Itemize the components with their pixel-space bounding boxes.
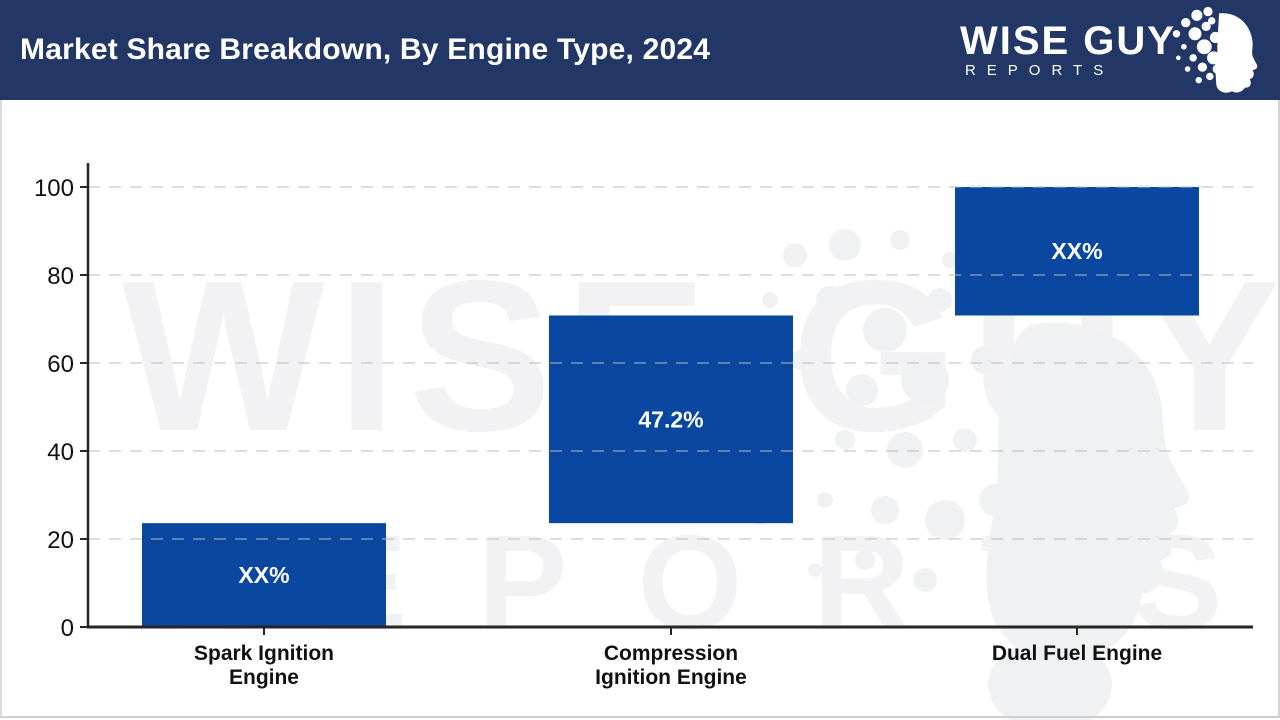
bar-segment xyxy=(142,523,386,627)
category-label: Dual Fuel Engine xyxy=(992,642,1162,665)
y-tick-label: 40 xyxy=(47,439,74,466)
logo-wordmark: WISE GUY xyxy=(959,19,1176,63)
bar-value-label: XX% xyxy=(238,562,289,588)
header-bar: Market Share Breakdown, By Engine Type, … xyxy=(0,0,1280,100)
y-tick-label: 80 xyxy=(47,263,74,290)
y-tick-label: 0 xyxy=(61,615,74,642)
wiseguy-face-icon xyxy=(1172,6,1258,93)
category-label: Compression Ignition Engine xyxy=(595,642,747,689)
bar-value-label: XX% xyxy=(1051,238,1102,264)
logo-text: WISE GUY REPORTS xyxy=(960,21,1176,79)
logo-subtitle: REPORTS xyxy=(964,62,1115,79)
bar-segment xyxy=(955,187,1199,316)
wiseguy-logo: WISE GUY REPORTS xyxy=(960,6,1266,94)
y-tick-label: 100 xyxy=(34,175,74,202)
bar-segment xyxy=(549,315,793,524)
page-title: Market Share Breakdown, By Engine Type, … xyxy=(20,33,711,66)
y-tick-label: 60 xyxy=(47,351,74,378)
bar-value-label: 47.2% xyxy=(638,406,703,432)
y-tick-label: 20 xyxy=(47,527,74,554)
category-label: Spark Ignition Engine xyxy=(194,642,334,689)
watermark-face-icon xyxy=(750,229,1189,720)
bar-chart: 0 20 40 60 80 100 Spark Ignition Engine Compress… xyxy=(34,163,1253,689)
